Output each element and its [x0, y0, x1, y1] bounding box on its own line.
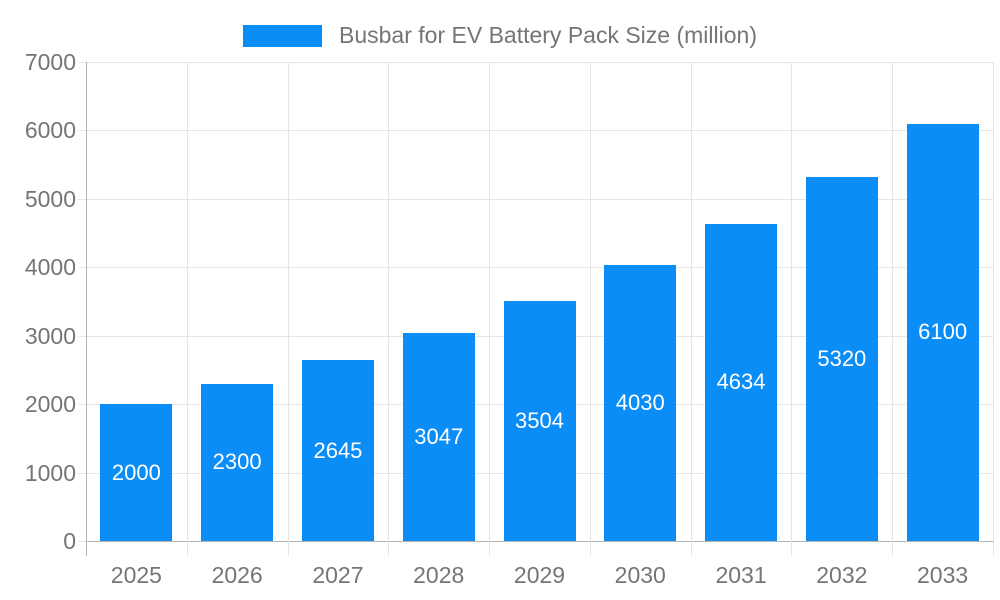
bar-value-label: 2000	[111, 459, 161, 485]
bar-2033: 6100	[906, 123, 979, 541]
x-axis-line	[86, 541, 993, 542]
y-tick	[78, 198, 86, 200]
x-axis-label: 2028	[413, 562, 465, 588]
y-tick	[78, 541, 86, 542]
y-tick	[78, 62, 86, 63]
bar-2030: 4030	[604, 265, 677, 541]
y-axis-label: 4000	[24, 254, 76, 281]
bar-value-label: 2645	[313, 437, 363, 463]
bar-2028: 3047	[402, 332, 475, 541]
bar-2026: 2300	[201, 383, 274, 541]
h-gridline	[86, 62, 993, 63]
y-axis-label: 6000	[24, 117, 76, 144]
x-axis-label: 2027	[312, 562, 364, 588]
x-axis-label: 2031	[715, 562, 767, 588]
y-axis-line	[86, 62, 87, 556]
v-gridline	[791, 62, 793, 556]
v-gridline	[892, 62, 894, 556]
h-gridline	[86, 267, 993, 269]
x-axis-label: 2030	[614, 562, 666, 588]
legend[interactable]: Busbar for EV Battery Pack Size (million…	[0, 22, 1000, 49]
y-tick	[78, 335, 86, 337]
bar-2025: 2000	[100, 404, 173, 541]
y-axis-label: 1000	[24, 459, 76, 486]
v-gridline	[287, 62, 289, 556]
bar-2029: 3504	[503, 301, 576, 541]
y-tick	[78, 404, 86, 406]
legend-label: Busbar for EV Battery Pack Size (million…	[339, 22, 757, 48]
bar-2027: 2645	[301, 360, 374, 541]
legend-swatch	[243, 24, 322, 47]
bar-value-label: 5320	[817, 345, 867, 371]
v-gridline	[690, 62, 692, 556]
plot-area: 2000 2300 2645 3047 3504 4030 4634 5320 6100	[78, 62, 994, 556]
y-axis-label: 2000	[24, 391, 76, 418]
h-gridline	[86, 198, 993, 200]
y-axis-label: 5000	[24, 185, 76, 212]
x-axis-label: 2033	[917, 562, 969, 588]
bar-value-label: 2300	[212, 449, 262, 475]
y-tick	[78, 130, 86, 132]
y-axis-label: 3000	[24, 322, 76, 349]
bar-value-label: 4030	[615, 390, 665, 416]
bar-value-label: 6100	[918, 319, 968, 345]
bar-value-label: 3047	[414, 423, 464, 449]
x-axis-label: 2025	[110, 562, 162, 588]
x-axis-label: 2029	[513, 562, 566, 588]
y-axis-label: 7000	[24, 49, 76, 75]
bar-value-label: 3504	[515, 408, 564, 434]
v-gridline	[186, 62, 188, 556]
v-gridline	[993, 62, 994, 556]
bar-2032: 5320	[805, 176, 878, 541]
v-gridline	[589, 62, 591, 556]
y-tick	[78, 472, 86, 474]
v-gridline	[489, 62, 491, 556]
y-tick	[78, 267, 86, 269]
x-axis-label: 2026	[211, 562, 263, 588]
x-axis-label: 2032	[816, 562, 868, 588]
bar-value-label: 4634	[716, 369, 766, 395]
y-axis-label: 0	[63, 528, 76, 554]
h-gridline	[86, 130, 993, 132]
bar-2031: 4634	[705, 223, 778, 541]
v-gridline	[388, 62, 390, 556]
